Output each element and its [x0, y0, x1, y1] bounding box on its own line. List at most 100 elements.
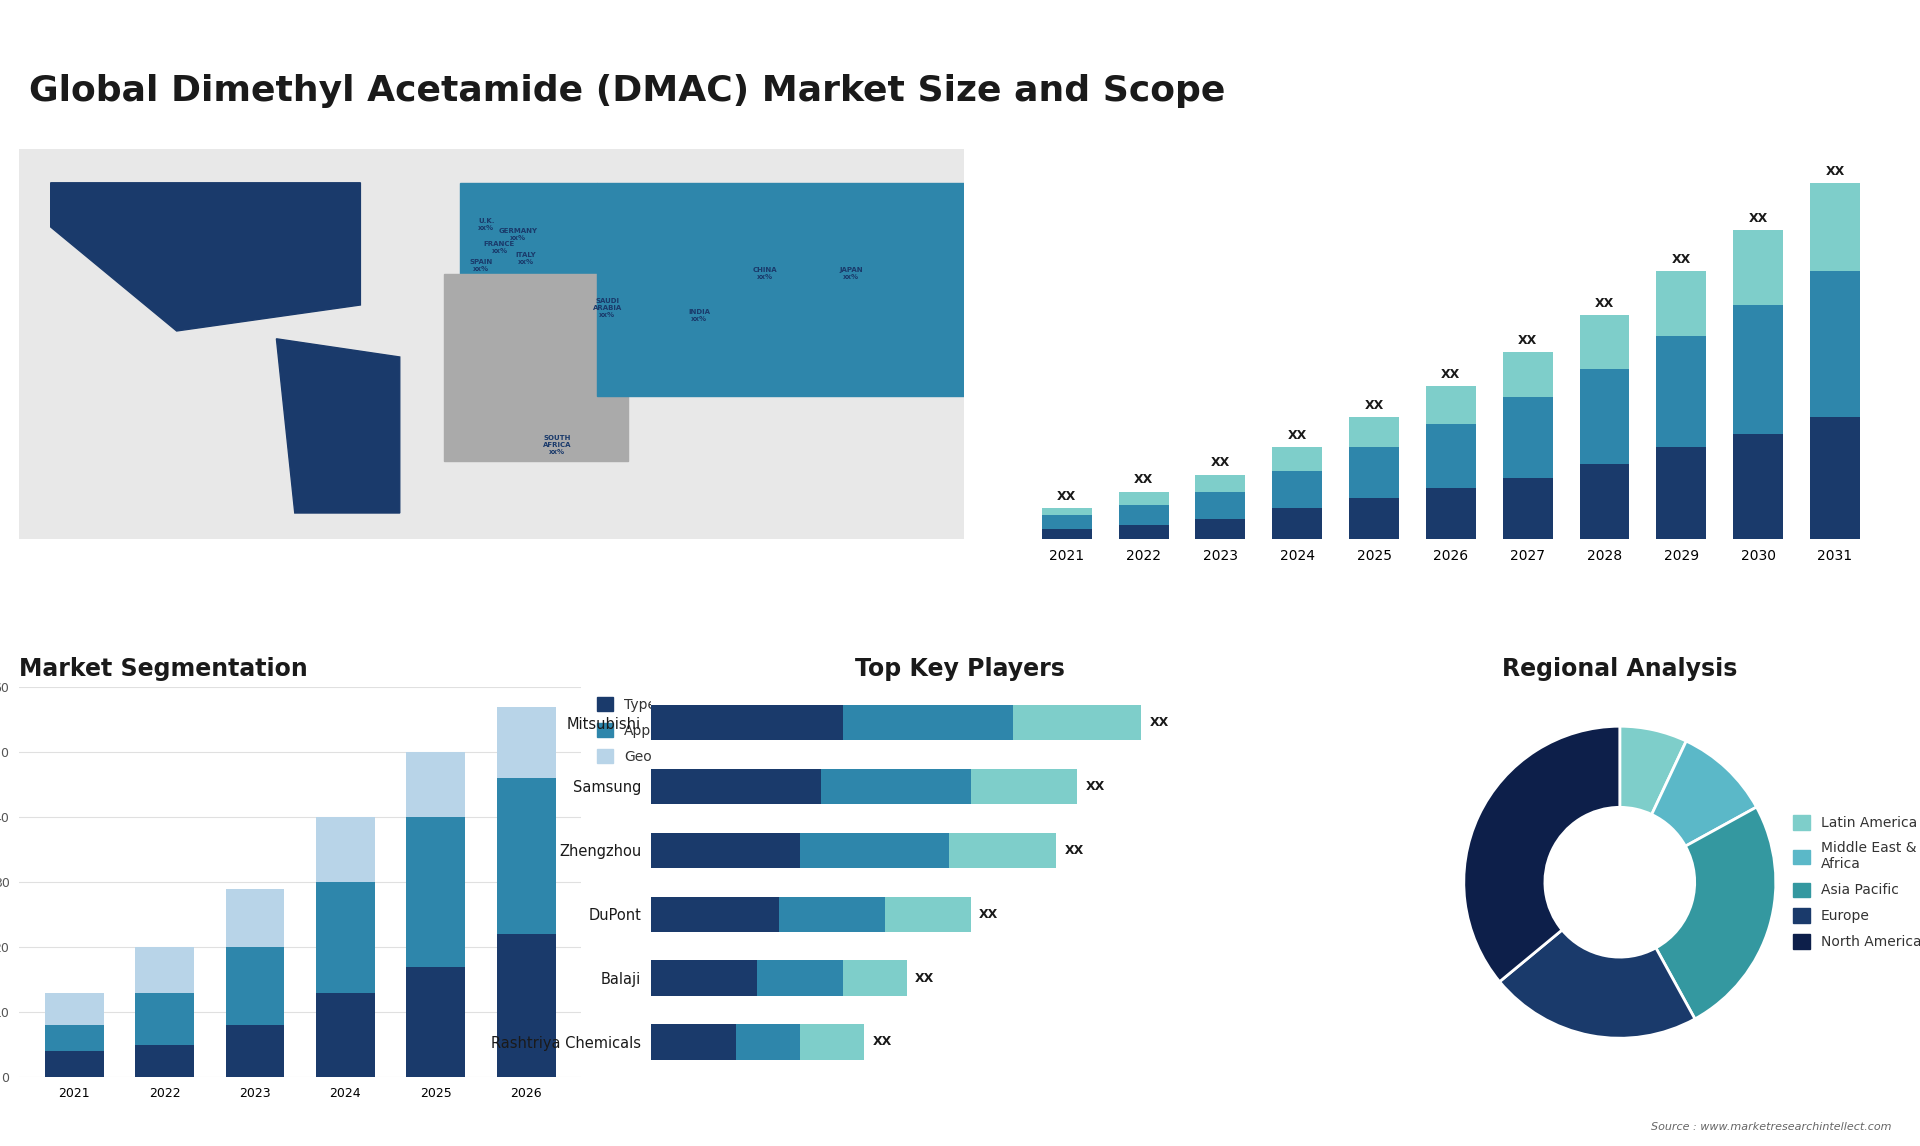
Text: INTELLECT: INTELLECT [1782, 95, 1853, 108]
Bar [1273, 509, 1323, 539]
Legend: Latin America, Middle East &
Africa, Asia Pacific, Europe, North America: Latin America, Middle East & Africa, Asi… [1791, 813, 1920, 952]
Text: CANADA
xx%: CANADA xx% [213, 205, 246, 218]
Text: CHINA
xx%: CHINA xx% [753, 267, 778, 281]
Bar [801, 1025, 864, 1060]
Bar [1427, 386, 1476, 424]
Bar [1503, 478, 1553, 539]
Bar [651, 833, 801, 868]
Wedge shape [1463, 727, 1620, 982]
Text: Global Dimethyl Acetamide (DMAC) Market Size and Scope: Global Dimethyl Acetamide (DMAC) Market … [29, 74, 1225, 109]
Text: XX: XX [1087, 780, 1106, 793]
Bar [1119, 525, 1169, 539]
Bar [227, 948, 284, 1026]
Text: XX: XX [916, 972, 935, 984]
Bar [1014, 705, 1140, 740]
Text: Source : www.marketresearchintellect.com: Source : www.marketresearchintellect.com [1651, 1122, 1891, 1132]
Bar [651, 896, 780, 932]
Bar [1580, 464, 1630, 539]
Wedge shape [1655, 807, 1776, 1019]
Bar [1196, 492, 1246, 519]
Bar [651, 705, 843, 740]
Bar [651, 769, 822, 804]
Polygon shape [597, 182, 964, 397]
Bar [497, 707, 555, 778]
Text: XX: XX [1826, 165, 1845, 178]
Bar [801, 833, 948, 868]
Text: U.K.
xx%: U.K. xx% [478, 218, 495, 230]
Bar [44, 1026, 104, 1051]
Bar [317, 817, 374, 882]
Title: Top Key Players: Top Key Players [854, 657, 1066, 681]
Text: JAPAN
xx%: JAPAN xx% [839, 267, 862, 281]
Text: XX: XX [1058, 490, 1077, 503]
Bar [497, 778, 555, 934]
Bar [1043, 509, 1092, 516]
Text: XX: XX [1135, 473, 1154, 486]
Bar [497, 934, 555, 1077]
Bar [317, 882, 374, 992]
Polygon shape [50, 182, 361, 331]
Text: XX: XX [979, 908, 998, 920]
Text: XX: XX [1442, 368, 1461, 382]
Text: XX: XX [1064, 843, 1083, 857]
Bar [1580, 369, 1630, 464]
Bar [1657, 447, 1707, 539]
Bar [843, 705, 1014, 740]
Bar [44, 992, 104, 1026]
Bar [948, 833, 1056, 868]
Text: BRAZIL
xx%: BRAZIL xx% [342, 394, 369, 408]
Bar [1734, 230, 1784, 305]
Bar [1350, 499, 1400, 539]
Bar [1043, 516, 1092, 528]
Polygon shape [1640, 25, 1759, 54]
Bar [843, 960, 906, 996]
Text: FRANCE
xx%: FRANCE xx% [484, 242, 515, 254]
Text: MARKET: MARKET [1782, 34, 1837, 47]
Text: XX: XX [1672, 253, 1692, 266]
Polygon shape [444, 274, 628, 461]
Bar [822, 769, 972, 804]
Text: SAUDI
ARABIA
xx%: SAUDI ARABIA xx% [593, 298, 622, 317]
Bar [1657, 336, 1707, 447]
Bar [758, 960, 843, 996]
Bar [134, 948, 194, 992]
Wedge shape [1651, 741, 1757, 846]
Text: ARGENTINA
xx%: ARGENTINA xx% [301, 457, 348, 470]
Bar [317, 992, 374, 1077]
Bar [1427, 488, 1476, 539]
Text: XX: XX [1365, 399, 1384, 411]
Bar [1503, 353, 1553, 397]
Text: XX: XX [1519, 335, 1538, 347]
Bar [1734, 305, 1784, 434]
Bar [1196, 519, 1246, 539]
Bar [1273, 471, 1323, 509]
Bar [1427, 424, 1476, 488]
Bar [227, 889, 284, 948]
Bar [651, 960, 758, 996]
Text: XX: XX [1150, 716, 1169, 729]
Polygon shape [276, 339, 399, 513]
Bar [134, 1045, 194, 1077]
Bar [1119, 505, 1169, 525]
Title: Regional Analysis: Regional Analysis [1501, 657, 1738, 681]
Wedge shape [1620, 727, 1686, 815]
Bar [134, 992, 194, 1045]
Bar [885, 896, 972, 932]
Text: SPAIN
xx%: SPAIN xx% [470, 259, 493, 273]
Text: XX: XX [872, 1036, 893, 1049]
Text: INDIA
xx%: INDIA xx% [687, 309, 710, 322]
Text: ITALY
xx%: ITALY xx% [515, 252, 536, 265]
Bar [1043, 528, 1092, 539]
Bar [1580, 315, 1630, 369]
Bar [1350, 417, 1400, 447]
Bar [1273, 447, 1323, 471]
Legend: Type, Application, Geography: Type, Application, Geography [593, 694, 705, 767]
Text: XX: XX [1596, 297, 1615, 311]
Wedge shape [1500, 929, 1695, 1038]
Bar [1503, 397, 1553, 478]
Bar [780, 896, 885, 932]
Bar [44, 1051, 104, 1077]
Text: SOUTH
AFRICA
xx%: SOUTH AFRICA xx% [543, 435, 572, 455]
Bar [1350, 447, 1400, 499]
Bar [1657, 272, 1707, 336]
